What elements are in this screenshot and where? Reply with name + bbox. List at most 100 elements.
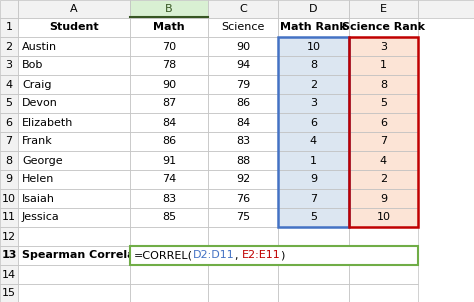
Bar [18, 132, 130, 151]
Bar [278, 18, 349, 37]
Bar [130, 189, 208, 208]
Bar [278, 113, 349, 132]
Text: E: E [380, 4, 387, 14]
Bar [208, 189, 278, 208]
Bar [0, 37, 18, 56]
Text: D: D [309, 4, 318, 14]
Text: 83: 83 [162, 194, 176, 204]
Text: 10: 10 [307, 41, 320, 52]
Bar [130, 56, 208, 75]
Bar [278, 132, 349, 151]
Text: 4: 4 [310, 137, 317, 146]
Text: 88: 88 [236, 156, 250, 165]
Text: 4: 4 [5, 79, 13, 89]
Bar [208, 284, 278, 302]
Text: Math Rank: Math Rank [280, 23, 347, 33]
Bar [349, 246, 418, 265]
Bar [130, 132, 208, 151]
Text: Devon: Devon [22, 98, 58, 108]
Text: 84: 84 [236, 117, 250, 127]
Bar [349, 170, 418, 189]
Text: 3: 3 [380, 41, 387, 52]
Bar [278, 246, 349, 265]
Text: 9: 9 [380, 194, 387, 204]
Bar [349, 37, 418, 56]
Bar [278, 94, 349, 113]
Text: Austin: Austin [22, 41, 57, 52]
Bar [0, 18, 18, 37]
Bar [130, 265, 208, 284]
Text: 5: 5 [310, 213, 317, 223]
Bar [18, 56, 130, 75]
Bar [349, 94, 418, 113]
Bar [349, 265, 418, 284]
Text: 86: 86 [236, 98, 250, 108]
Text: 79: 79 [236, 79, 250, 89]
Text: 13: 13 [1, 250, 17, 261]
Text: 87: 87 [162, 98, 176, 108]
Bar [0, 113, 18, 132]
Bar [208, 56, 278, 75]
Text: 2: 2 [5, 41, 13, 52]
Text: 7: 7 [380, 137, 387, 146]
Bar [349, 18, 418, 37]
Text: 10: 10 [2, 194, 16, 204]
Bar [278, 227, 349, 246]
Bar [130, 151, 208, 170]
Bar [278, 284, 349, 302]
Bar [130, 170, 208, 189]
Text: Isaiah: Isaiah [22, 194, 55, 204]
Text: Spearman Correlation:: Spearman Correlation: [22, 250, 164, 261]
Bar [208, 265, 278, 284]
Text: 85: 85 [162, 213, 176, 223]
Text: 15: 15 [2, 288, 16, 298]
Bar [349, 37, 418, 227]
Text: 91: 91 [162, 156, 176, 165]
Bar [349, 189, 418, 208]
Text: 4: 4 [380, 156, 387, 165]
Text: A: A [70, 4, 78, 14]
Text: 2: 2 [310, 79, 317, 89]
Text: D2:D11: D2:D11 [193, 250, 235, 261]
Text: Science Rank: Science Rank [342, 23, 425, 33]
Bar [130, 37, 208, 56]
Text: 6: 6 [310, 117, 317, 127]
Bar [18, 113, 130, 132]
Text: E2:E11: E2:E11 [242, 250, 281, 261]
Bar [130, 246, 418, 265]
Text: 1: 1 [6, 23, 12, 33]
Text: 9: 9 [5, 175, 13, 185]
Bar [18, 18, 130, 37]
Text: Science: Science [221, 23, 264, 33]
Bar [278, 189, 349, 208]
Bar [18, 0, 130, 18]
Bar [130, 227, 208, 246]
Bar [0, 284, 18, 302]
Text: 86: 86 [162, 137, 176, 146]
Text: 70: 70 [162, 41, 176, 52]
Text: ): ) [281, 250, 285, 261]
Bar [0, 265, 18, 284]
Bar [0, 132, 18, 151]
Text: 3: 3 [6, 60, 12, 70]
Text: 8: 8 [380, 79, 387, 89]
Bar [278, 37, 349, 227]
Bar [18, 151, 130, 170]
Text: 6: 6 [380, 117, 387, 127]
Text: 78: 78 [162, 60, 176, 70]
Bar [130, 208, 208, 227]
Bar [278, 208, 349, 227]
Bar [208, 170, 278, 189]
Bar [0, 227, 18, 246]
Text: 90: 90 [236, 41, 250, 52]
Bar [130, 75, 208, 94]
Bar [349, 113, 418, 132]
Bar [130, 113, 208, 132]
Bar [278, 170, 349, 189]
Text: 76: 76 [236, 194, 250, 204]
Bar [278, 56, 349, 75]
Text: 2: 2 [380, 175, 387, 185]
Bar [349, 0, 418, 18]
Bar [349, 132, 418, 151]
Bar [18, 75, 130, 94]
